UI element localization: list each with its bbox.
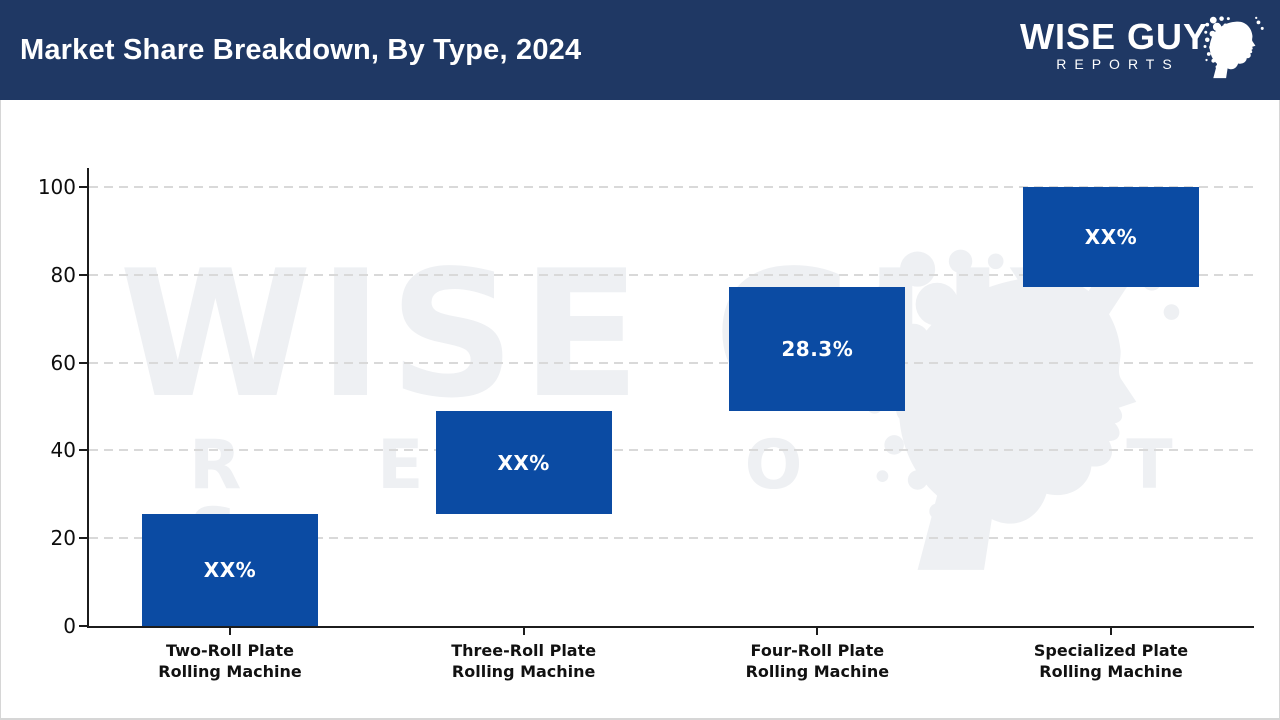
gridline	[89, 361, 1253, 364]
bar-segment: XX%	[1023, 187, 1199, 288]
y-tick-mark	[79, 537, 87, 540]
y-tick-mark	[79, 449, 87, 452]
logo-brand-text: WISE GUY	[1019, 15, 1208, 57]
x-tick-mark	[229, 628, 231, 635]
bar-value-label: XX%	[203, 558, 257, 583]
wiseguy-logo: WISE GUY REPORTS	[1020, 6, 1266, 84]
bar-value-label: XX%	[497, 450, 550, 475]
y-tick-label: 40	[50, 438, 76, 463]
logo-sub-text: REPORTS	[1056, 56, 1180, 73]
x-axis-line	[87, 626, 1254, 628]
bar-segment: 28.3%	[729, 287, 906, 412]
y-tick-mark	[79, 186, 87, 188]
gridline	[89, 273, 1253, 276]
y-tick-label: 20	[50, 526, 76, 551]
wiseguy-head-icon	[1203, 16, 1264, 79]
gridline	[89, 537, 1253, 540]
x-tick-mark	[1110, 628, 1112, 635]
x-tick-mark	[522, 628, 525, 635]
x-category-label: Specialized Plate Rolling Machine	[1033, 641, 1189, 681]
bar-value-label: XX%	[1084, 225, 1138, 250]
x-category-label: Four-Roll Plate Rolling Machine	[745, 641, 890, 681]
y-tick-mark	[79, 625, 87, 627]
y-tick-label: 80	[50, 262, 76, 287]
y-tick-label: 60	[50, 350, 76, 375]
page-title: Market Share Breakdown, By Type, 2024	[20, 33, 582, 66]
x-category-label: Two-Roll Plate Rolling Machine	[158, 641, 302, 681]
bar-segment: XX%	[435, 411, 612, 515]
bar-value-label: 28.3%	[781, 337, 854, 362]
gridline	[89, 449, 1253, 452]
y-tick-label: 100	[37, 175, 76, 199]
y-tick-mark	[79, 361, 87, 364]
y-tick-mark	[79, 273, 87, 276]
y-tick-label: 0	[63, 614, 76, 638]
gridline	[89, 186, 1253, 188]
header: Market Share Breakdown, By Type, 2024 WI…	[0, 0, 1280, 100]
x-category-label: Three-Roll Plate Rolling Machine	[451, 641, 597, 681]
bar-segment: XX%	[142, 514, 318, 626]
y-axis-line	[87, 168, 89, 628]
x-tick-mark	[816, 628, 819, 635]
